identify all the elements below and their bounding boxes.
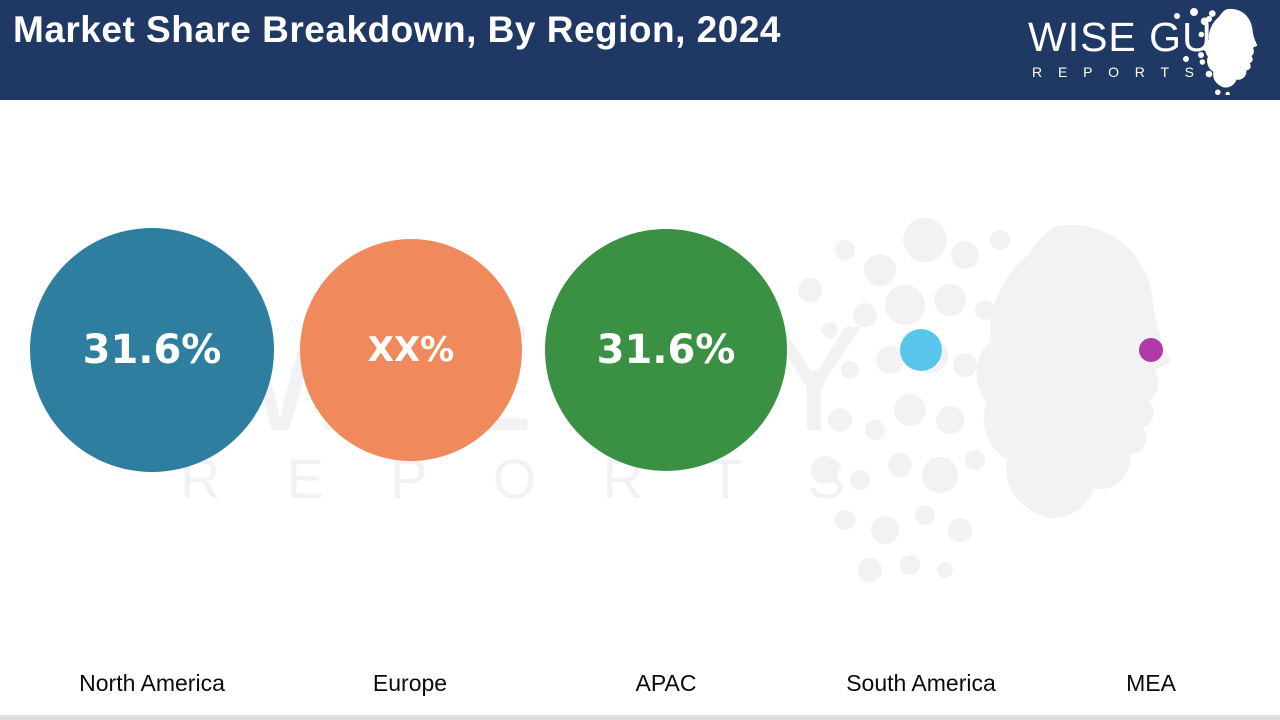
brand-logo: WISE GUY R E P O R T S <box>1028 8 1258 95</box>
category-label-south-america: South America <box>846 670 996 696</box>
bubble-circle-mea <box>1139 338 1163 362</box>
category-label-apac: APAC <box>635 670 697 696</box>
bubble-value-apac: 31.6% <box>596 327 736 373</box>
bubble-north-america: 31.6% <box>30 228 274 472</box>
bottom-strip <box>0 715 1280 720</box>
bubble-circle-europe: XX% <box>300 239 522 461</box>
watermark-face <box>976 224 1172 519</box>
header-bar: Market Share Breakdown, By Region, 2024 … <box>0 0 1280 100</box>
bubble-europe: XX% <box>300 239 522 461</box>
brand-reports-text: R E P O R T S <box>1032 64 1200 80</box>
bubble-south-america <box>900 329 942 371</box>
page-title: Market Share Breakdown, By Region, 2024 <box>13 9 781 50</box>
bubble-circle-north-america: 31.6% <box>30 228 274 472</box>
category-label-europe: Europe <box>372 670 448 696</box>
bubble-value-europe: XX% <box>367 330 455 370</box>
bubble-circle-apac: 31.6% <box>545 229 787 471</box>
bubble-chart: WISE GUY R E P O R T S 31.6% <box>0 100 1280 720</box>
category-label-north-america: North America <box>79 670 225 696</box>
bubble-apac: 31.6% <box>545 229 787 471</box>
category-label-mea: MEA <box>1126 670 1176 696</box>
bubble-mea <box>1139 338 1163 362</box>
bubble-circle-south-america <box>900 329 942 371</box>
bubble-value-north-america: 31.6% <box>82 327 222 373</box>
brand-face-icon <box>1198 8 1258 95</box>
